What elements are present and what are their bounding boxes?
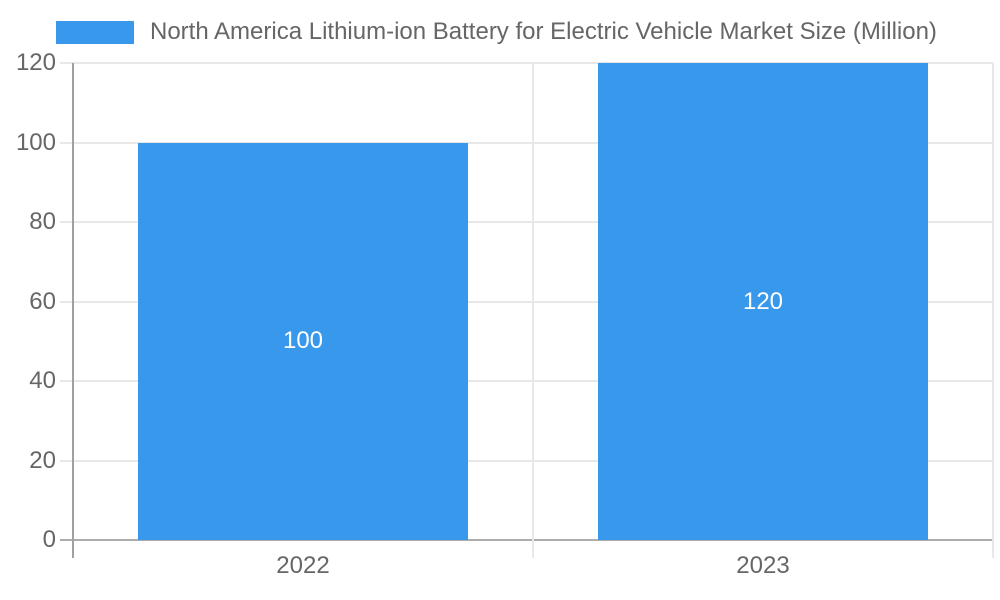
y-tick-mark — [60, 539, 73, 541]
y-tick-label: 60 — [29, 287, 56, 315]
y-tick-mark — [60, 141, 73, 144]
y-tick-label: 80 — [29, 208, 56, 235]
bar-value-label: 100 — [282, 327, 324, 355]
y-tick-mark — [60, 62, 73, 64]
x-tick-label: 2023 — [736, 552, 790, 579]
bar-value-label: 120 — [742, 287, 784, 315]
legend-swatch — [56, 20, 134, 44]
y-tick-label: 100 — [15, 128, 56, 156]
y-tick-mark — [60, 459, 73, 462]
bar[interactable] — [138, 142, 468, 540]
y-tick-label: 120 — [15, 49, 56, 76]
y-tick-mark — [60, 380, 73, 382]
y-tick-mark — [60, 221, 73, 223]
legend-item[interactable]: North America Lithium-ion Battery for El… — [56, 18, 937, 46]
y-tick-label: 0 — [42, 526, 56, 553]
v-gridline — [992, 63, 994, 558]
y-tick-mark — [60, 300, 73, 303]
y-axis-line — [72, 63, 74, 558]
v-gridline — [532, 63, 534, 558]
x-tick-label: 2022 — [276, 552, 330, 579]
bar[interactable] — [598, 63, 928, 540]
legend-label: North America Lithium-ion Battery for El… — [150, 18, 937, 45]
y-tick-label: 20 — [29, 446, 56, 474]
y-tick-label: 40 — [29, 367, 56, 394]
